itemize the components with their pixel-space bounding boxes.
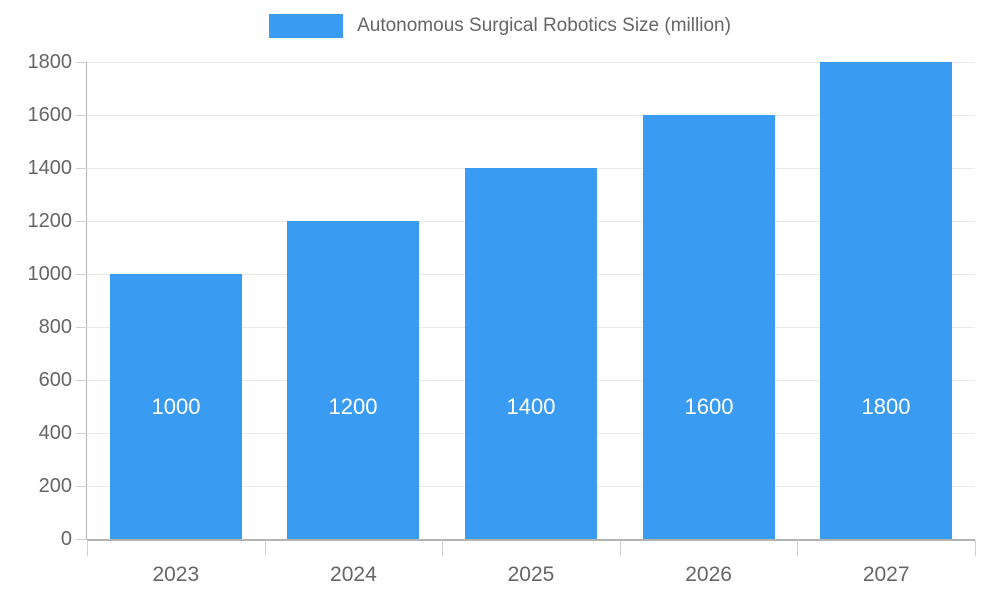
- y-axis-tick-label: 1800: [27, 51, 73, 73]
- y-axis-tick-label: 0: [60, 528, 72, 550]
- x-axis-tick-mark: [620, 540, 621, 556]
- bar[interactable]: [110, 274, 242, 539]
- x-axis-tick-label: 2027: [862, 563, 910, 586]
- x-axis-tick-mark: [975, 540, 976, 556]
- grid-line: [87, 62, 975, 63]
- legend-item-series-0[interactable]: Autonomous Surgical Robotics Size (milli…: [269, 14, 731, 38]
- y-axis-tick-mark: [76, 168, 87, 169]
- y-axis-tick-mark: [76, 539, 87, 540]
- y-axis-tick-label: 800: [38, 316, 72, 338]
- y-axis-tick-mark: [76, 433, 87, 434]
- legend-item-label: Autonomous Surgical Robotics Size (milli…: [357, 15, 731, 36]
- y-axis-tick-label: 600: [38, 369, 72, 391]
- y-axis-line: [86, 62, 87, 540]
- bar-value-label: 1400: [506, 394, 556, 419]
- x-axis-tick-label: 2025: [507, 563, 555, 586]
- x-axis-tick-label: 2023: [152, 563, 200, 586]
- x-axis-tick-label: 2026: [685, 563, 732, 586]
- grid-line: [87, 115, 975, 116]
- bar-value-label: 1800: [861, 394, 911, 419]
- y-axis-tick-label: 1200: [27, 210, 73, 232]
- bar-value-label: 1000: [151, 394, 201, 419]
- y-axis-tick-label: 1600: [27, 104, 73, 126]
- bar-value-label: 1600: [684, 394, 734, 419]
- y-axis-tick-mark: [76, 115, 87, 116]
- bar[interactable]: [820, 62, 952, 539]
- y-axis-tick-mark: [76, 380, 87, 381]
- bar[interactable]: [643, 115, 775, 539]
- chart-legend: Autonomous Surgical Robotics Size (milli…: [0, 12, 1000, 40]
- x-axis-tick-label: 2024: [330, 563, 377, 586]
- y-axis-tick-label: 200: [38, 475, 72, 497]
- y-axis-tick-mark: [76, 486, 87, 487]
- x-axis-tick-mark: [797, 540, 798, 556]
- bar[interactable]: [287, 221, 419, 539]
- bar[interactable]: [465, 168, 597, 539]
- legend-color-swatch-icon[interactable]: [269, 14, 344, 38]
- y-axis-tick-mark: [76, 274, 87, 275]
- x-axis-line: [87, 539, 975, 541]
- y-axis-tick-label: 1400: [27, 157, 73, 179]
- y-axis-tick-mark: [76, 62, 87, 63]
- bar-value-label: 1200: [328, 394, 378, 419]
- y-axis-tick-mark: [76, 327, 87, 328]
- y-axis-tick-label: 400: [38, 422, 72, 444]
- y-axis-tick-label: 1000: [27, 263, 73, 285]
- y-axis-tick-mark: [76, 221, 87, 222]
- x-axis-tick-mark: [87, 540, 88, 556]
- x-axis-tick-mark: [265, 540, 266, 556]
- x-axis-tick-mark: [442, 540, 443, 556]
